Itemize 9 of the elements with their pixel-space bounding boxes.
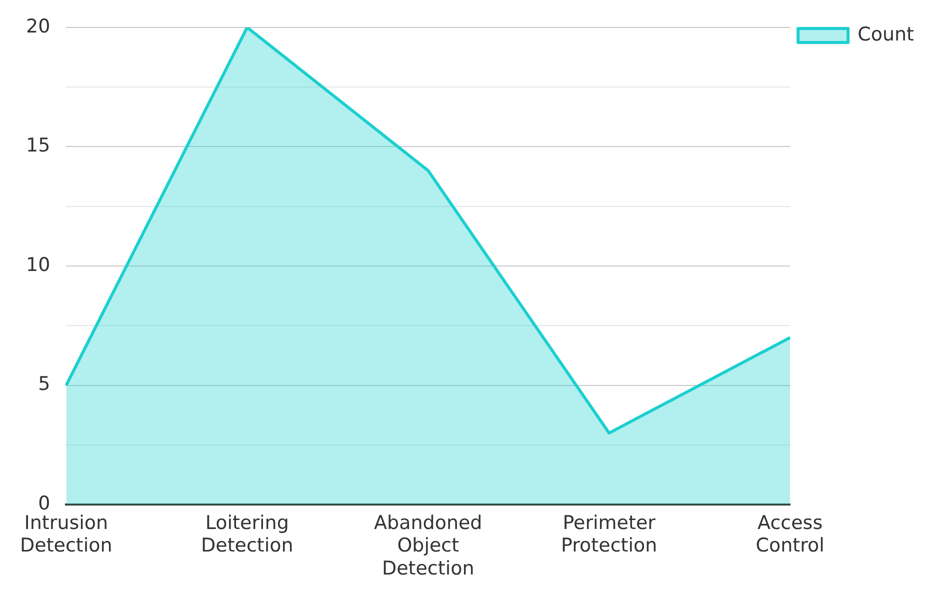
y-tick-label: 20 <box>26 15 50 38</box>
y-tick-label: 5 <box>38 373 50 396</box>
x-tick-label: Access Control <box>756 512 824 557</box>
y-tick-label: 10 <box>26 254 50 276</box>
legend-label: Count <box>858 23 914 46</box>
x-tick-label: Abandoned Object Detection <box>374 512 482 580</box>
x-tick-label: Perimeter Protection <box>561 512 658 557</box>
y-tick-label: 15 <box>26 134 50 157</box>
x-tick-label: Loitering Detection <box>200 512 294 557</box>
